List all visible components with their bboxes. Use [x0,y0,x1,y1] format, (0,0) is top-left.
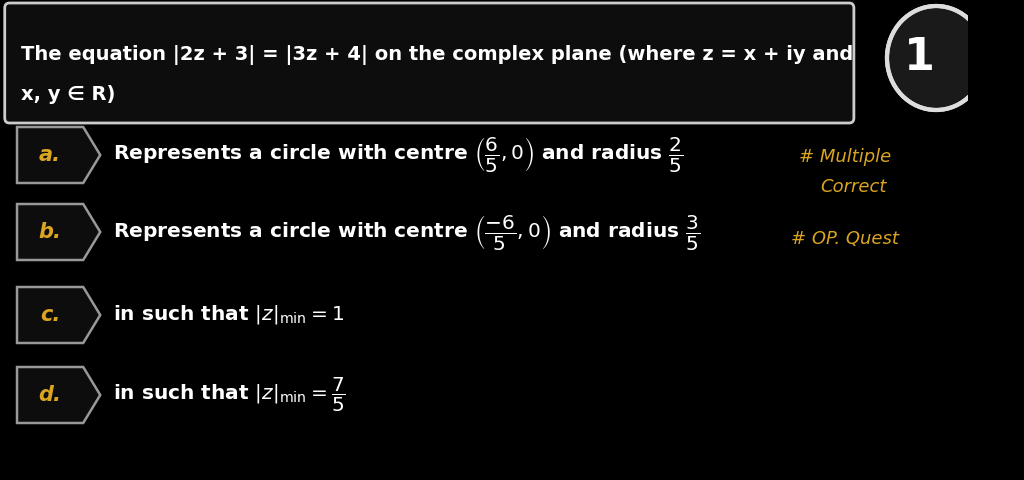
FancyBboxPatch shape [5,3,854,123]
Text: b.: b. [39,222,61,242]
Text: Represents a circle with centre $\left(\dfrac{-6}{5}, 0\right)$ and radius $\dfr: Represents a circle with centre $\left(\… [114,213,700,252]
Text: Correct: Correct [820,178,886,196]
Text: c.: c. [40,305,60,325]
Text: Represents a circle with centre $\left(\dfrac{6}{5}, 0\right)$ and radius $\dfra: Represents a circle with centre $\left(\… [114,135,684,175]
Polygon shape [17,287,100,343]
Text: The equation |2z + 3| = |3z + 4| on the complex plane (where z = x + iy and: The equation |2z + 3| = |3z + 4| on the … [20,45,853,65]
Circle shape [887,6,985,110]
Polygon shape [17,127,100,183]
Text: in such that $|z|_{\min} = 1$: in such that $|z|_{\min} = 1$ [114,303,344,326]
Text: 1: 1 [903,36,935,80]
Polygon shape [17,204,100,260]
Text: # Multiple: # Multiple [799,148,891,166]
Text: # OP. Quest: # OP. Quest [792,230,899,248]
Text: a.: a. [39,145,61,165]
Text: x, y ∈ R): x, y ∈ R) [20,85,115,104]
Text: d.: d. [39,385,61,405]
Text: in such that $|z|_{\min} = \dfrac{7}{5}$: in such that $|z|_{\min} = \dfrac{7}{5}$ [114,376,346,414]
Polygon shape [17,367,100,423]
